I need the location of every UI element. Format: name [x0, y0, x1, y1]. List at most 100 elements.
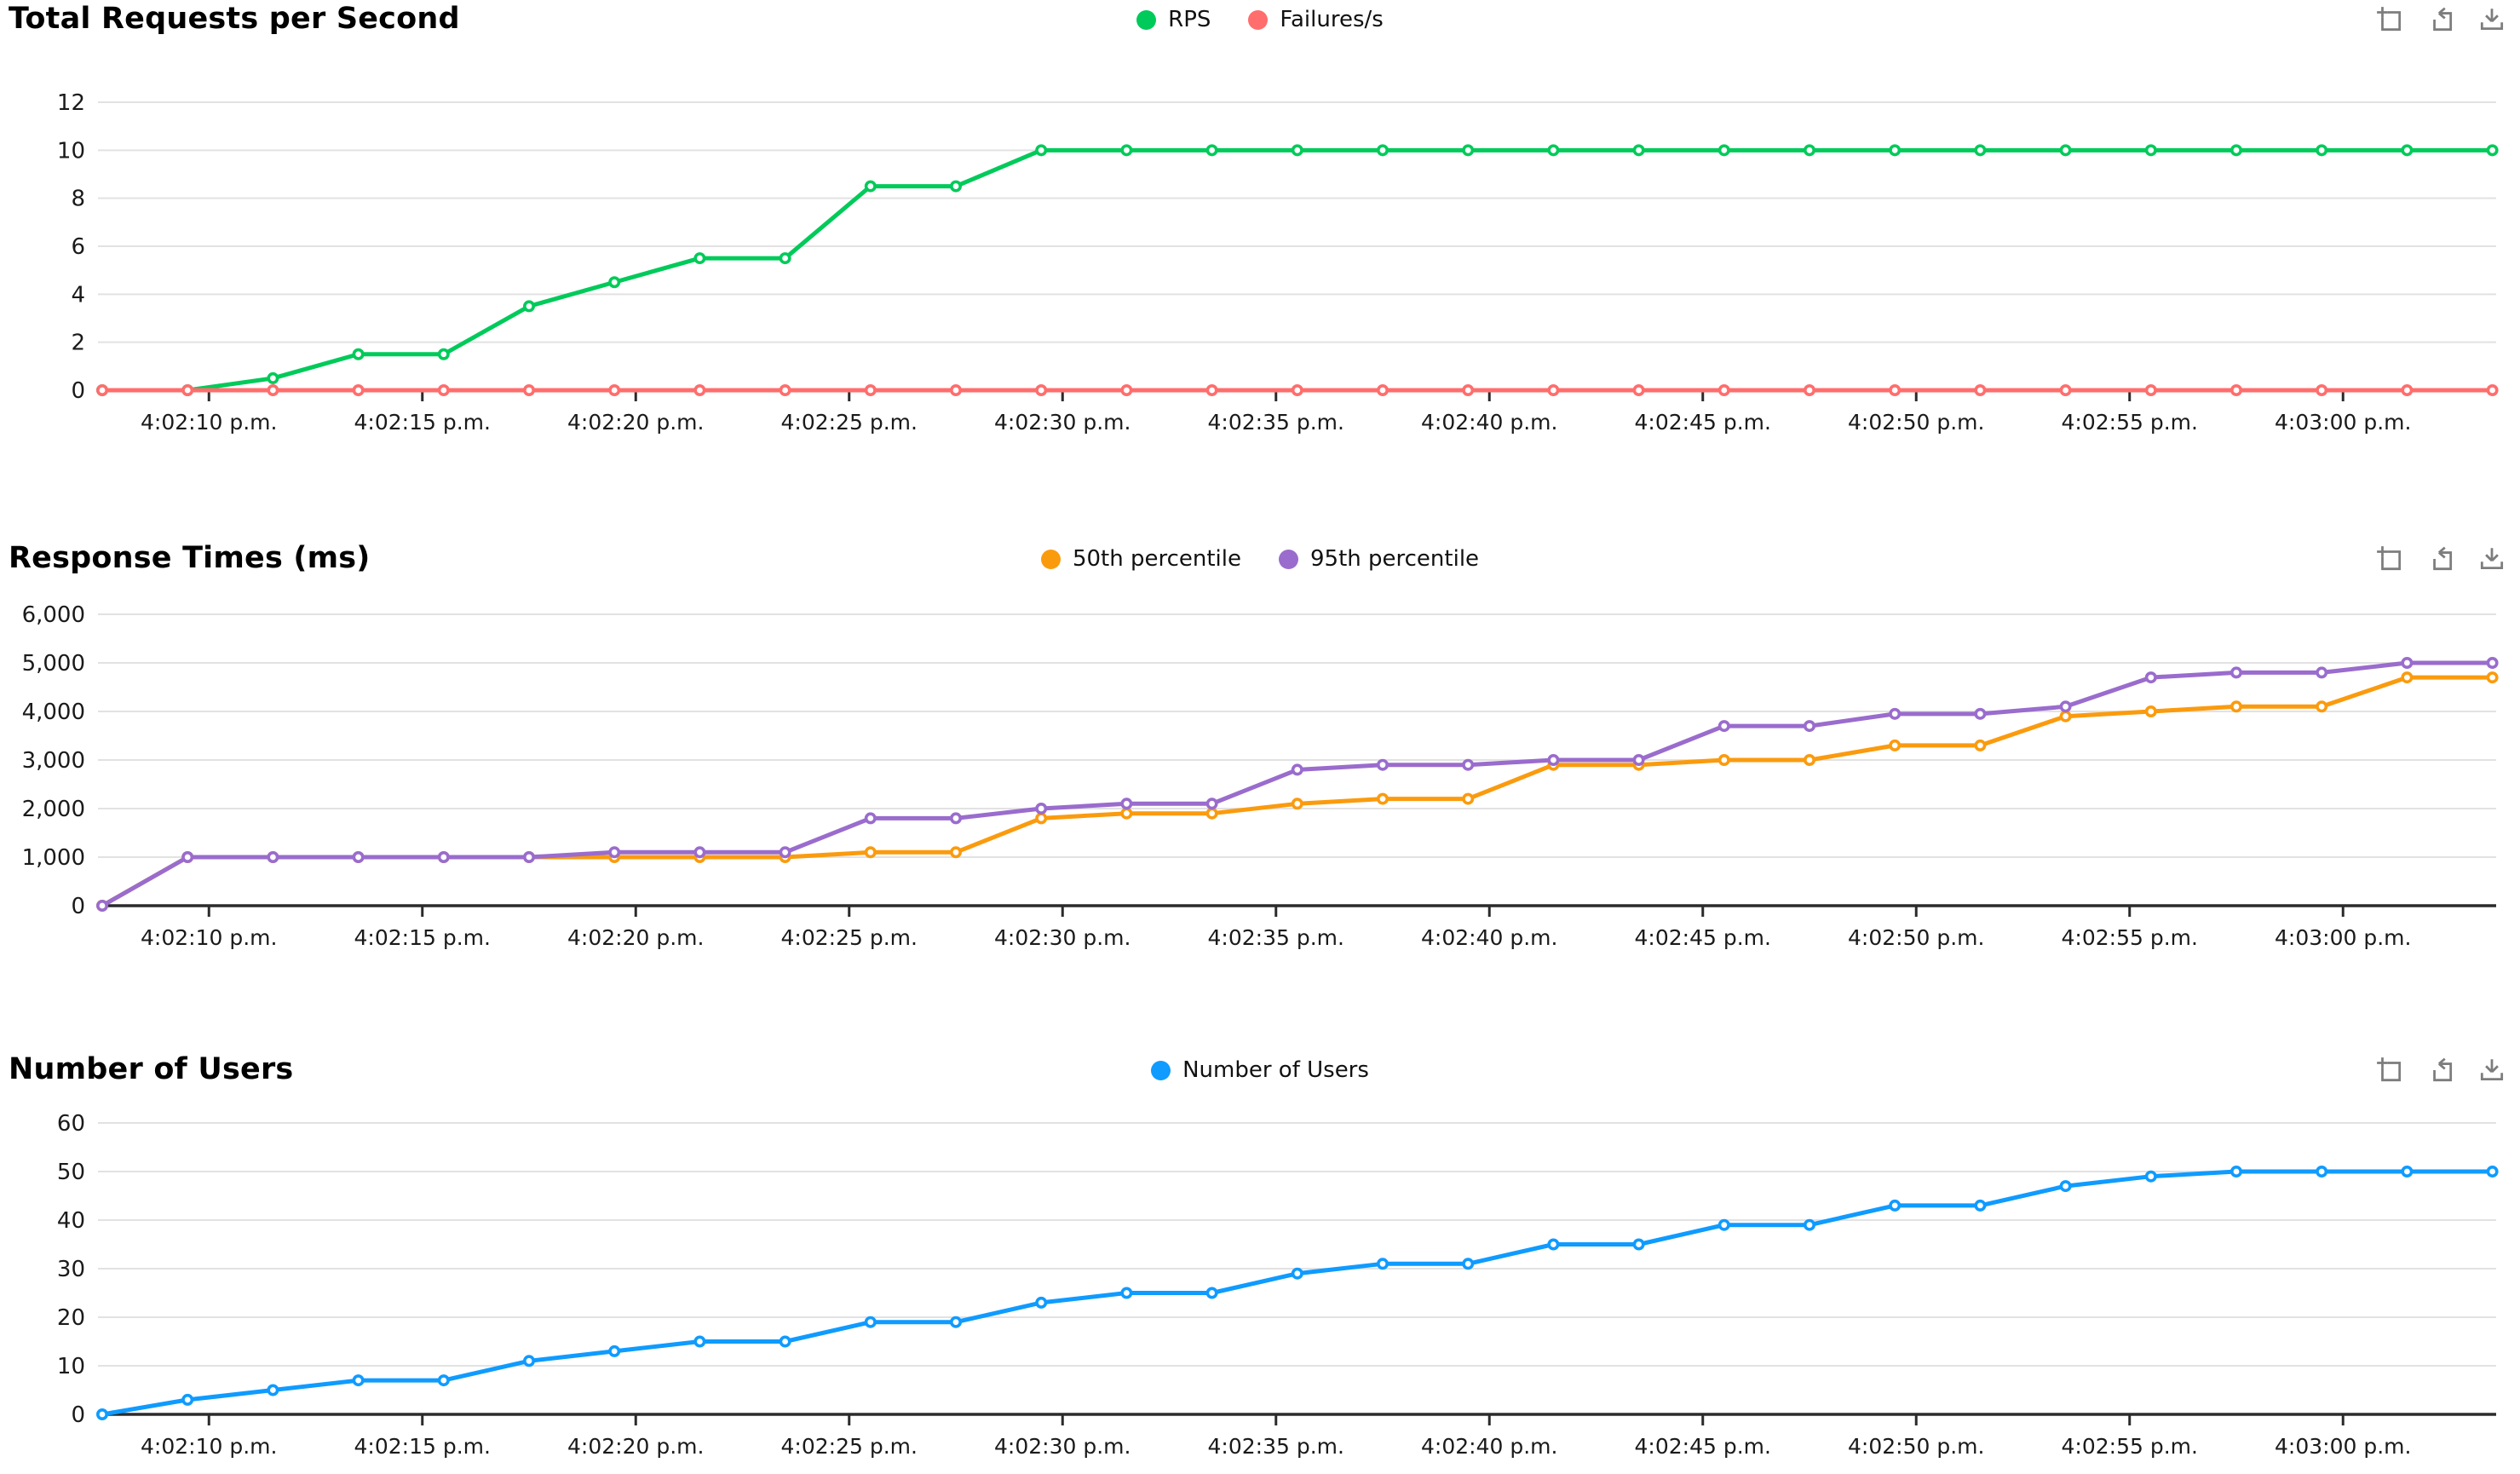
data-point-marker[interactable]: [1804, 754, 1816, 767]
data-point-marker[interactable]: [779, 383, 791, 396]
zoom-in-icon[interactable]: [2373, 1054, 2406, 1086]
reset-axes-icon[interactable]: [2425, 3, 2457, 36]
data-point-marker[interactable]: [1889, 144, 1902, 157]
data-point-marker[interactable]: [2486, 383, 2499, 396]
data-point-marker[interactable]: [437, 850, 450, 863]
legend-item-number-of-users[interactable]: Number of Users: [1151, 1057, 1369, 1083]
data-point-marker[interactable]: [1291, 144, 1303, 157]
data-point-marker[interactable]: [2401, 657, 2414, 670]
response-times-plot-area[interactable]: 0 1,000 2,000 3,000 4,000 5,000 6,000 4:02:10 p…: [0, 539, 2520, 982]
data-point-marker[interactable]: [2144, 383, 2157, 396]
data-point-marker[interactable]: [2059, 710, 2072, 723]
legend-item-95th-percentile[interactable]: 95th percentile: [1279, 546, 1479, 572]
data-point-marker[interactable]: [437, 1374, 450, 1387]
data-point-marker[interactable]: [1632, 754, 1645, 767]
data-point-marker[interactable]: [1205, 144, 1218, 157]
data-point-marker[interactable]: [1035, 144, 1048, 157]
data-point-marker[interactable]: [1035, 383, 1048, 396]
zoom-in-icon[interactable]: [2373, 3, 2406, 36]
data-point-marker[interactable]: [2059, 1180, 2072, 1193]
data-point-marker[interactable]: [1120, 144, 1133, 157]
data-point-marker[interactable]: [437, 383, 450, 396]
data-point-marker[interactable]: [2316, 144, 2328, 157]
data-point-marker[interactable]: [2230, 144, 2243, 157]
data-point-marker[interactable]: [2401, 1166, 2414, 1178]
data-point-marker[interactable]: [950, 846, 963, 859]
data-point-marker[interactable]: [96, 899, 109, 912]
data-point-marker[interactable]: [2144, 705, 2157, 718]
data-point-marker[interactable]: [1377, 144, 1389, 157]
data-point-marker[interactable]: [1291, 763, 1303, 776]
data-point-marker[interactable]: [1291, 383, 1303, 396]
data-point-marker[interactable]: [2486, 1166, 2499, 1178]
data-point-marker[interactable]: [1462, 144, 1475, 157]
data-point-marker[interactable]: [608, 1344, 621, 1357]
data-point-marker[interactable]: [2401, 383, 2414, 396]
data-point-marker[interactable]: [2144, 1170, 2157, 1183]
data-point-marker[interactable]: [1632, 1238, 1645, 1251]
legend-item-failures[interactable]: Failures/s: [1248, 7, 1384, 32]
data-point-marker[interactable]: [1377, 1258, 1389, 1270]
data-point-marker[interactable]: [1804, 1218, 1816, 1231]
data-point-marker[interactable]: [2401, 144, 2414, 157]
data-point-marker[interactable]: [1462, 1258, 1475, 1270]
data-point-marker[interactable]: [1462, 758, 1475, 771]
data-point-marker[interactable]: [1717, 1218, 1730, 1231]
data-point-marker[interactable]: [522, 1355, 535, 1367]
data-point-marker[interactable]: [2401, 671, 2414, 684]
download-image-icon[interactable]: [2476, 3, 2508, 36]
data-point-marker[interactable]: [950, 383, 963, 396]
data-point-marker[interactable]: [1889, 739, 1902, 751]
data-point-marker[interactable]: [1974, 707, 1987, 720]
data-point-marker[interactable]: [1120, 1287, 1133, 1299]
data-point-marker[interactable]: [1377, 792, 1389, 805]
data-point-marker[interactable]: [96, 383, 109, 396]
data-point-marker[interactable]: [1632, 383, 1645, 396]
data-point-marker[interactable]: [1717, 720, 1730, 733]
data-point-marker[interactable]: [1205, 797, 1218, 810]
data-point-marker[interactable]: [1974, 1199, 1987, 1212]
data-point-marker[interactable]: [1035, 1296, 1048, 1309]
data-point-marker[interactable]: [2230, 1166, 2243, 1178]
data-point-marker[interactable]: [181, 383, 194, 396]
data-point-marker[interactable]: [352, 1374, 365, 1387]
users-plot-area[interactable]: 0 10 20 30 40 50 60 4:02:10 p.m. 4:02:15 p.m. 4:0…: [0, 1051, 2520, 1474]
data-point-marker[interactable]: [352, 348, 365, 360]
data-point-marker[interactable]: [1377, 383, 1389, 396]
data-point-marker[interactable]: [2230, 383, 2243, 396]
data-point-marker[interactable]: [2059, 383, 2072, 396]
data-point-marker[interactable]: [2316, 1166, 2328, 1178]
data-point-marker[interactable]: [2316, 700, 2328, 713]
data-point-marker[interactable]: [267, 383, 279, 396]
data-point-marker[interactable]: [522, 300, 535, 313]
data-point-marker[interactable]: [2486, 671, 2499, 684]
data-point-marker[interactable]: [1547, 383, 1560, 396]
data-point-marker[interactable]: [1974, 739, 1987, 751]
legend-item-rps[interactable]: RPS: [1136, 7, 1211, 32]
data-point-marker[interactable]: [1547, 754, 1560, 767]
data-point-marker[interactable]: [864, 812, 877, 825]
download-image-icon[interactable]: [2476, 1054, 2508, 1086]
data-point-marker[interactable]: [522, 383, 535, 396]
data-point-marker[interactable]: [2059, 700, 2072, 713]
data-point-marker[interactable]: [1120, 797, 1133, 810]
data-point-marker[interactable]: [1632, 144, 1645, 157]
data-point-marker[interactable]: [522, 850, 535, 863]
data-point-marker[interactable]: [1804, 383, 1816, 396]
data-point-marker[interactable]: [693, 1335, 706, 1348]
data-point-marker[interactable]: [2059, 144, 2072, 157]
data-point-marker[interactable]: [1462, 383, 1475, 396]
data-point-marker[interactable]: [1291, 1267, 1303, 1280]
data-point-marker[interactable]: [1205, 807, 1218, 820]
data-point-marker[interactable]: [864, 1316, 877, 1328]
reset-axes-icon[interactable]: [2425, 1054, 2457, 1086]
data-point-marker[interactable]: [2486, 657, 2499, 670]
data-point-marker[interactable]: [2230, 700, 2243, 713]
data-point-marker[interactable]: [1889, 707, 1902, 720]
data-point-marker[interactable]: [1035, 802, 1048, 815]
data-point-marker[interactable]: [2144, 671, 2157, 684]
data-point-marker[interactable]: [779, 1335, 791, 1348]
data-point-marker[interactable]: [1804, 144, 1816, 157]
data-point-marker[interactable]: [1120, 383, 1133, 396]
data-point-marker[interactable]: [864, 180, 877, 193]
